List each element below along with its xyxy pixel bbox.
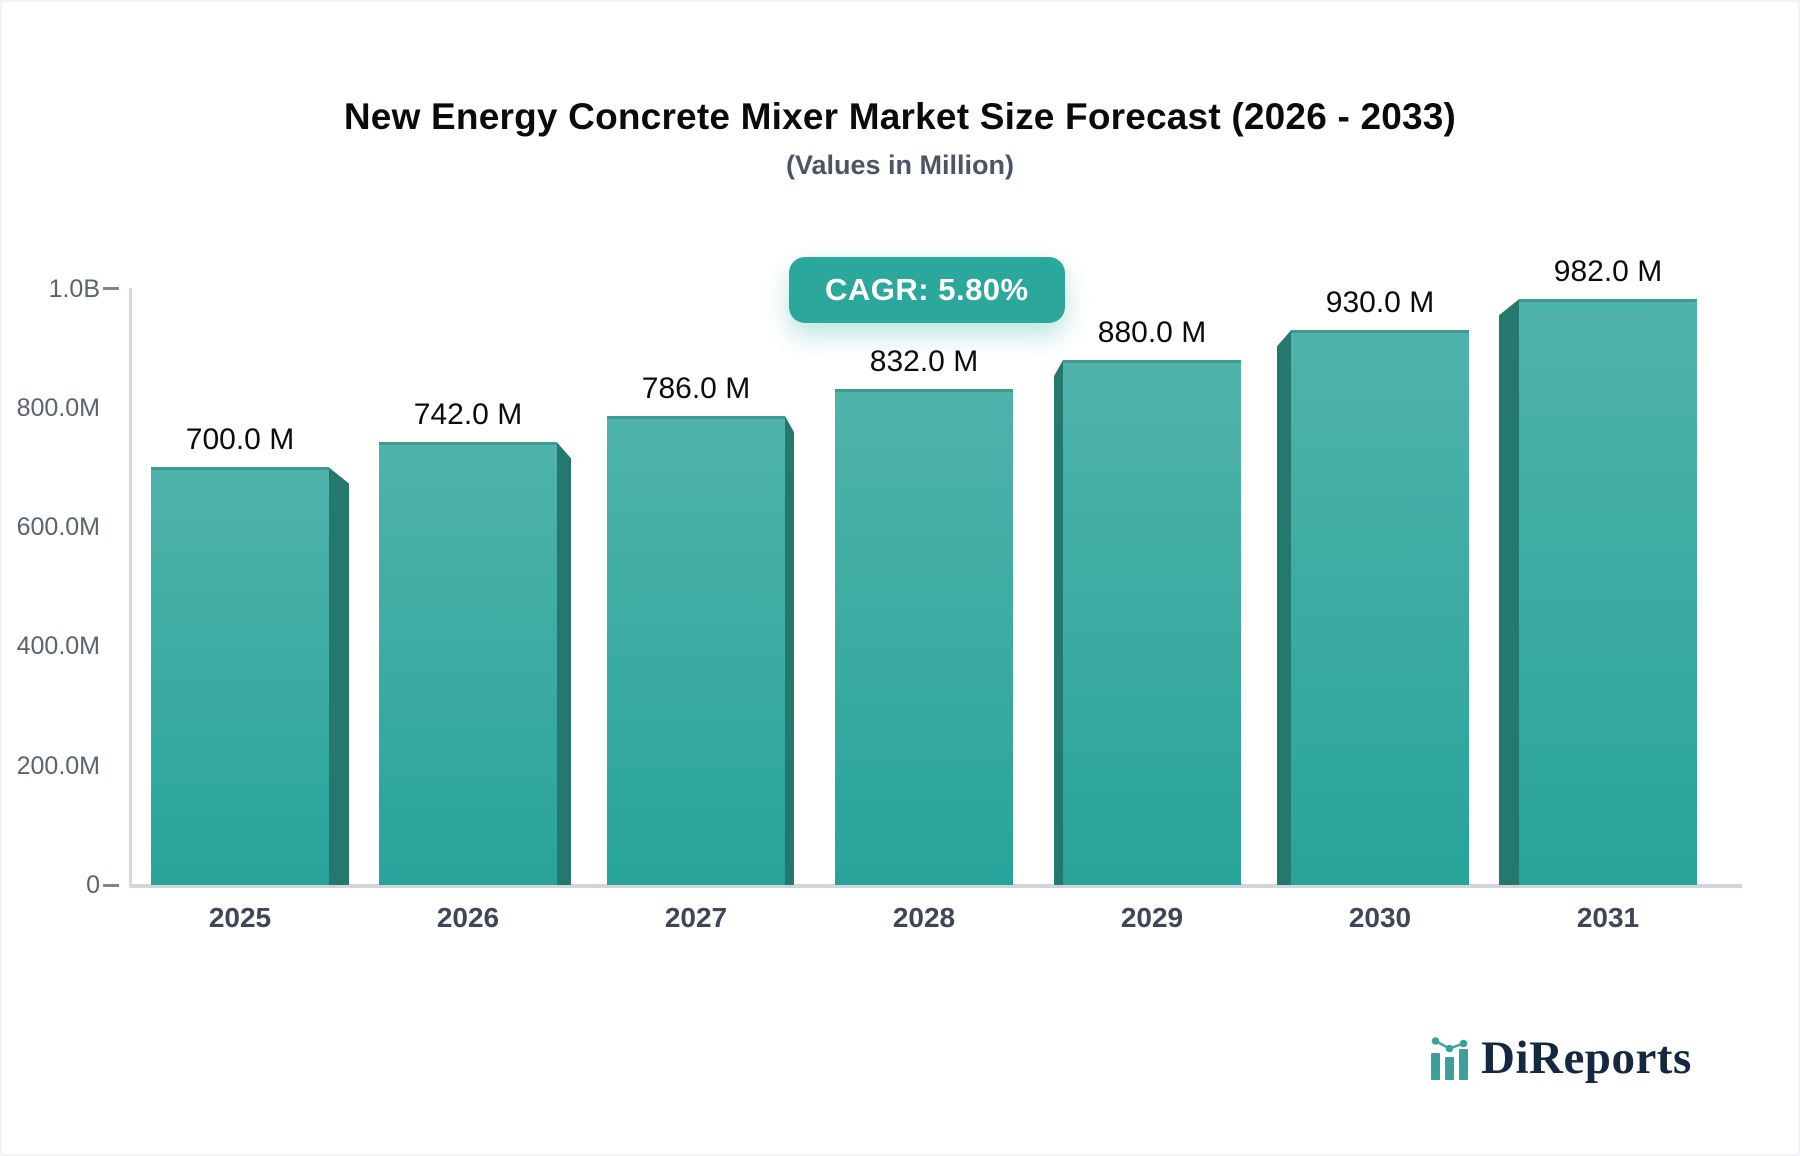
bar-3d-side-2031	[1499, 299, 1519, 885]
chart-subtitle: (Values in Million)	[785, 150, 1015, 180]
y-axis-line	[129, 288, 132, 885]
bar-value-label-2031: 982.0 M	[1553, 255, 1663, 289]
bar-2028	[835, 388, 1013, 885]
y-tick-label: 800.0M	[16, 393, 100, 422]
x-axis-label-2028: 2028	[892, 902, 956, 933]
bar-value-label-2030: 930.0 M	[1325, 286, 1435, 320]
x-axis-label-2031: 2031	[1576, 902, 1640, 933]
bar-2025	[151, 467, 329, 885]
brand-logo-text: DiReports	[1481, 1031, 1692, 1084]
brand-logo: DiReports	[1430, 1031, 1692, 1084]
y-tick-label: 600.0M	[16, 513, 100, 542]
x-axis-label-2027: 2027	[664, 902, 728, 933]
bar-3d-side-2030	[1277, 330, 1291, 885]
x-axis-label-2025: 2025	[208, 902, 272, 933]
x-axis-label-2030: 2030	[1348, 902, 1412, 933]
bar-2027	[607, 416, 785, 885]
chart-title: New Energy Concrete Mixer Market Size Fo…	[343, 96, 1457, 137]
bar-3d-side-2029	[1054, 360, 1063, 885]
x-axis-label-2029: 2029	[1120, 902, 1184, 933]
bar-value-label-2027: 786.0 M	[641, 372, 751, 406]
x-axis-label-2026: 2026	[436, 902, 500, 933]
bar-value-label-2026: 742.0 M	[413, 398, 523, 432]
y-tick-label: 200.0M	[16, 751, 100, 780]
bar-value-label-2029: 880.0 M	[1097, 316, 1207, 350]
x-axis-baseline	[129, 884, 1742, 888]
y-tick-mark	[103, 287, 119, 290]
y-tick-label: 0	[86, 871, 100, 899]
bar-2026	[379, 442, 557, 885]
bar-2029	[1063, 360, 1241, 885]
bar-value-label-2028: 832.0 M	[869, 344, 979, 378]
y-tick-label: 400.0M	[16, 632, 100, 661]
bar-3d-side-2027	[785, 416, 794, 885]
bar-3d-side-2025	[329, 467, 349, 885]
cagr-badge: CAGR: 5.80%	[789, 257, 1065, 323]
cagr-badge-label: CAGR: 5.80%	[825, 272, 1029, 307]
mini-bar-line-chart-icon	[1431, 1037, 1468, 1080]
bar-3d-side-2026	[557, 442, 571, 885]
y-tick-mark	[103, 883, 119, 887]
bar-value-label-2025: 700.0 M	[185, 423, 295, 457]
bar-2030	[1291, 330, 1469, 885]
bar-2031	[1519, 299, 1697, 885]
y-tick-label: 1.0B	[48, 274, 100, 303]
